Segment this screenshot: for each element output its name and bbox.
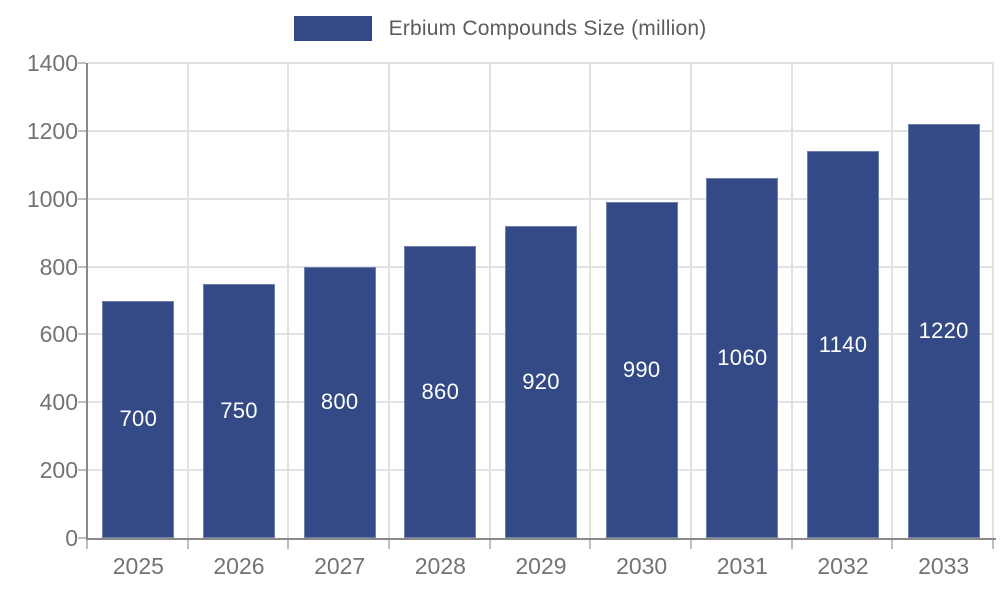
x-axis-tick (992, 540, 994, 549)
y-axis-tick (78, 333, 86, 336)
v-gridline (690, 63, 692, 538)
v-gridline (891, 63, 894, 538)
v-gridline (589, 63, 592, 538)
v-gridline (790, 63, 793, 538)
plot-area: 700 750 800 860 920 990 1060 1140 1220 0 200 400 60… (27, 51, 996, 579)
x-axis-tick (690, 540, 692, 549)
y-axis-tick-label: 200 (39, 457, 78, 484)
bar-value-label: 1220 (918, 318, 969, 344)
h-gridline (88, 62, 994, 64)
h-gridline (88, 197, 994, 200)
bar-value-label: 860 (421, 379, 460, 405)
y-axis-tick (78, 469, 86, 472)
bar-2033[interactable]: 1220 (907, 124, 980, 538)
y-axis-line (86, 63, 88, 540)
bar-value-label: 990 (622, 357, 661, 383)
x-axis-tick-label: 2030 (616, 553, 668, 579)
legend[interactable]: Erbium Compounds Size (million) (0, 16, 1000, 41)
x-axis-tick (488, 540, 491, 549)
bar-2029[interactable]: 920 (505, 225, 577, 538)
v-gridline (287, 63, 290, 538)
v-gridline (388, 63, 390, 538)
bar-2028[interactable]: 860 (404, 246, 477, 538)
x-axis-tick (891, 540, 894, 549)
y-axis-tick (78, 62, 86, 64)
v-gridline (992, 63, 994, 538)
x-axis-line (86, 538, 996, 540)
y-axis-tick-label: 1400 (26, 50, 78, 76)
y-axis-tick (78, 265, 86, 268)
x-axis-tick (388, 540, 390, 549)
x-axis-tick (589, 540, 592, 549)
y-axis-tick (78, 537, 86, 539)
bar-2025[interactable]: 700 (102, 300, 175, 538)
x-axis-tick-label: 2028 (414, 553, 466, 579)
bar-value-label: 750 (220, 397, 258, 423)
bar-value-label: 920 (522, 368, 560, 394)
bar-2027[interactable]: 800 (303, 266, 376, 538)
x-axis-tick-label: 2025 (112, 553, 164, 579)
legend-swatch-icon (293, 16, 372, 41)
y-axis-tick-label: 1200 (26, 117, 78, 144)
x-axis-tick-label: 2033 (918, 553, 970, 579)
legend-label: Erbium Compounds Size (million) (388, 16, 707, 40)
bar-2032[interactable]: 1140 (807, 151, 879, 538)
bar-value-label: 700 (119, 406, 158, 432)
bar-value-label: 1060 (717, 345, 768, 371)
x-axis-tick (86, 540, 88, 549)
y-axis-tick-label: 400 (39, 389, 78, 416)
x-axis-tick-label: 2027 (314, 553, 366, 579)
y-axis-tick (78, 401, 86, 404)
bar-value-label: 1140 (818, 331, 868, 357)
x-axis-tick-label: 2026 (213, 553, 265, 579)
x-axis-tick-label: 2031 (716, 553, 768, 579)
x-axis-tick (790, 540, 793, 549)
v-gridline (186, 63, 189, 538)
bar-2030[interactable]: 990 (605, 202, 678, 538)
bar-2031[interactable]: 1060 (706, 178, 779, 538)
bar-2026[interactable]: 750 (203, 283, 275, 538)
y-axis-tick-label: 0 (65, 525, 78, 551)
y-axis-tick (78, 197, 86, 200)
bar-value-label: 800 (320, 389, 359, 415)
x-axis-tick-label: 2032 (817, 553, 869, 579)
h-gridline (88, 129, 994, 132)
x-axis-tick-label: 2029 (515, 553, 567, 579)
x-axis-tick (287, 540, 290, 549)
y-axis-tick (78, 129, 86, 132)
y-axis-tick-label: 800 (39, 253, 78, 280)
x-axis-tick (186, 540, 189, 549)
y-axis-tick-label: 1000 (26, 185, 78, 212)
y-axis-tick-label: 600 (39, 321, 78, 348)
v-gridline (488, 63, 491, 538)
